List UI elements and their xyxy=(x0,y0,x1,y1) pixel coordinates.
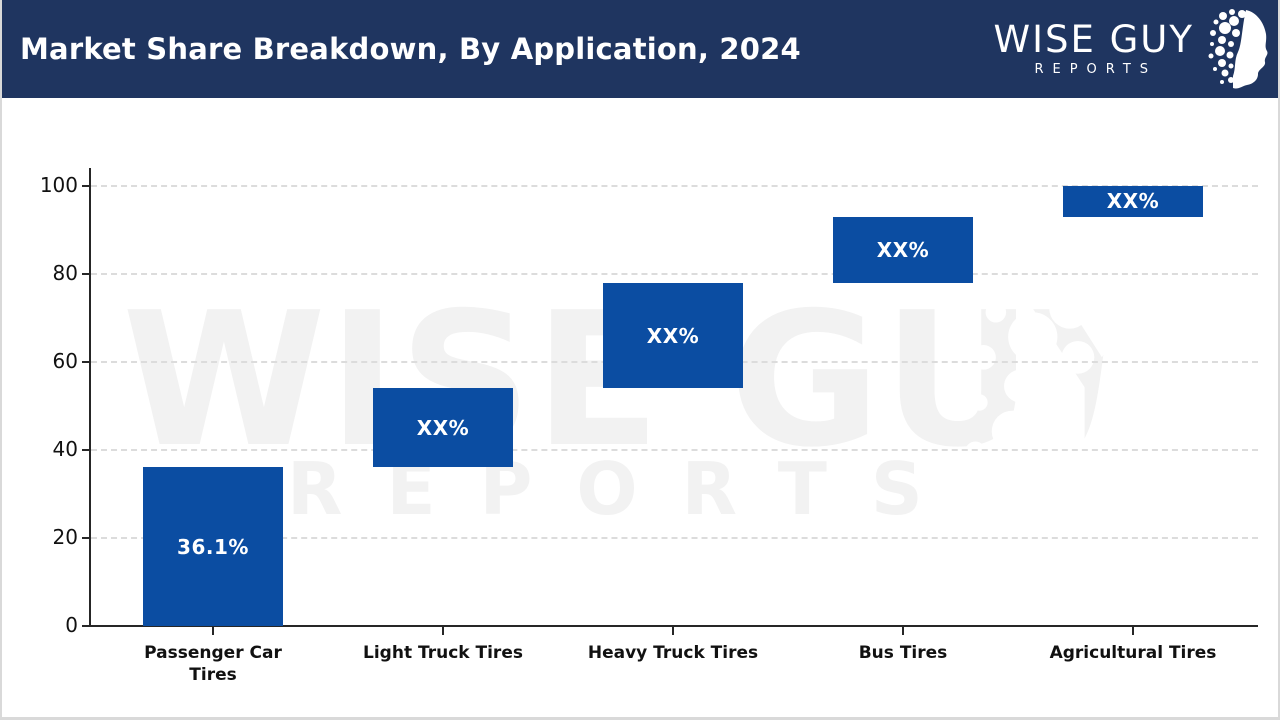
bar: XX% xyxy=(603,282,743,389)
y-gridline xyxy=(91,273,1258,275)
bar: 36.1% xyxy=(143,467,283,626)
y-axis-tick xyxy=(82,273,90,275)
x-axis-tick xyxy=(442,627,444,635)
x-axis-label: Light Truck Tires xyxy=(363,643,523,663)
x-axis-label: Agricultural Tires xyxy=(1049,643,1217,663)
header-banner: Market Share Breakdown, By Application, … xyxy=(2,0,1278,98)
bar: XX% xyxy=(833,216,973,283)
bar-value-label: XX% xyxy=(646,323,700,348)
x-axis-line xyxy=(89,625,1258,627)
logo-subtitle: REPORTS xyxy=(1034,62,1158,77)
y-tick-label: 60 xyxy=(52,349,78,373)
x-axis-tick xyxy=(672,627,674,635)
y-axis-tick xyxy=(82,185,90,187)
y-gridline xyxy=(91,185,1258,187)
x-axis-tick xyxy=(902,627,904,635)
y-axis-line xyxy=(89,168,91,626)
bar: XX% xyxy=(1063,186,1203,217)
logo-text: WISE GUY REPORTS xyxy=(994,21,1194,77)
x-axis-tick xyxy=(212,627,214,635)
wiseguy-logo: WISE GUY REPORTS xyxy=(994,6,1276,92)
y-axis-tick xyxy=(82,625,90,627)
y-tick-label: 80 xyxy=(52,261,78,285)
bar-value-label: XX% xyxy=(1106,189,1160,214)
x-axis-label: Bus Tires xyxy=(858,643,948,663)
y-axis-tick xyxy=(82,537,90,539)
bar-value-label: 36.1% xyxy=(177,534,249,559)
y-gridline xyxy=(91,449,1258,451)
y-axis-tick xyxy=(82,361,90,363)
y-tick-label: 100 xyxy=(39,173,78,197)
logo-face-icon xyxy=(1198,6,1276,92)
bar-value-label: XX% xyxy=(876,237,930,262)
y-gridline xyxy=(91,537,1258,539)
bar: XX% xyxy=(373,388,513,468)
bar-value-label: XX% xyxy=(416,415,470,440)
y-tick-label: 0 xyxy=(65,613,78,637)
chart: WISE GUY REPORTS 0 20 40 60 80 100 36.1% Passen… xyxy=(2,98,1278,717)
x-axis-label: Passenger Car Tires xyxy=(144,643,282,686)
y-tick-label: 40 xyxy=(52,437,78,461)
logo-wordmark: WISE GUY xyxy=(993,18,1194,61)
y-tick-label: 20 xyxy=(52,525,78,549)
y-axis-tick xyxy=(82,449,90,451)
x-axis-tick xyxy=(1132,627,1134,635)
x-axis-label: Heavy Truck Tires xyxy=(587,643,759,663)
page-title: Market Share Breakdown, By Application, … xyxy=(20,32,801,66)
